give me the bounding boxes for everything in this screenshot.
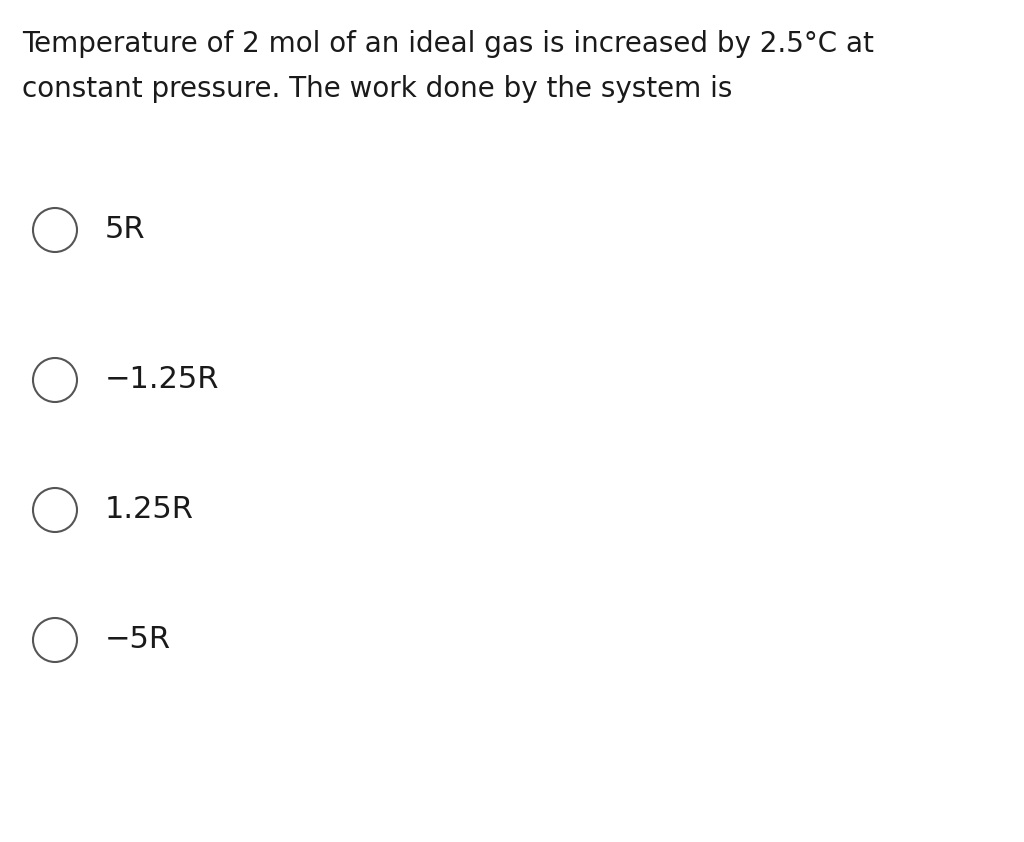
- Text: −5R: −5R: [105, 626, 171, 654]
- Text: Temperature of 2 mol of an ideal gas is increased by 2.5°C at: Temperature of 2 mol of an ideal gas is …: [22, 30, 873, 58]
- Text: −1.25R: −1.25R: [105, 365, 219, 395]
- Text: constant pressure. The work done by the system is: constant pressure. The work done by the …: [22, 75, 732, 103]
- Text: 1.25R: 1.25R: [105, 495, 194, 525]
- Text: 5R: 5R: [105, 216, 145, 244]
